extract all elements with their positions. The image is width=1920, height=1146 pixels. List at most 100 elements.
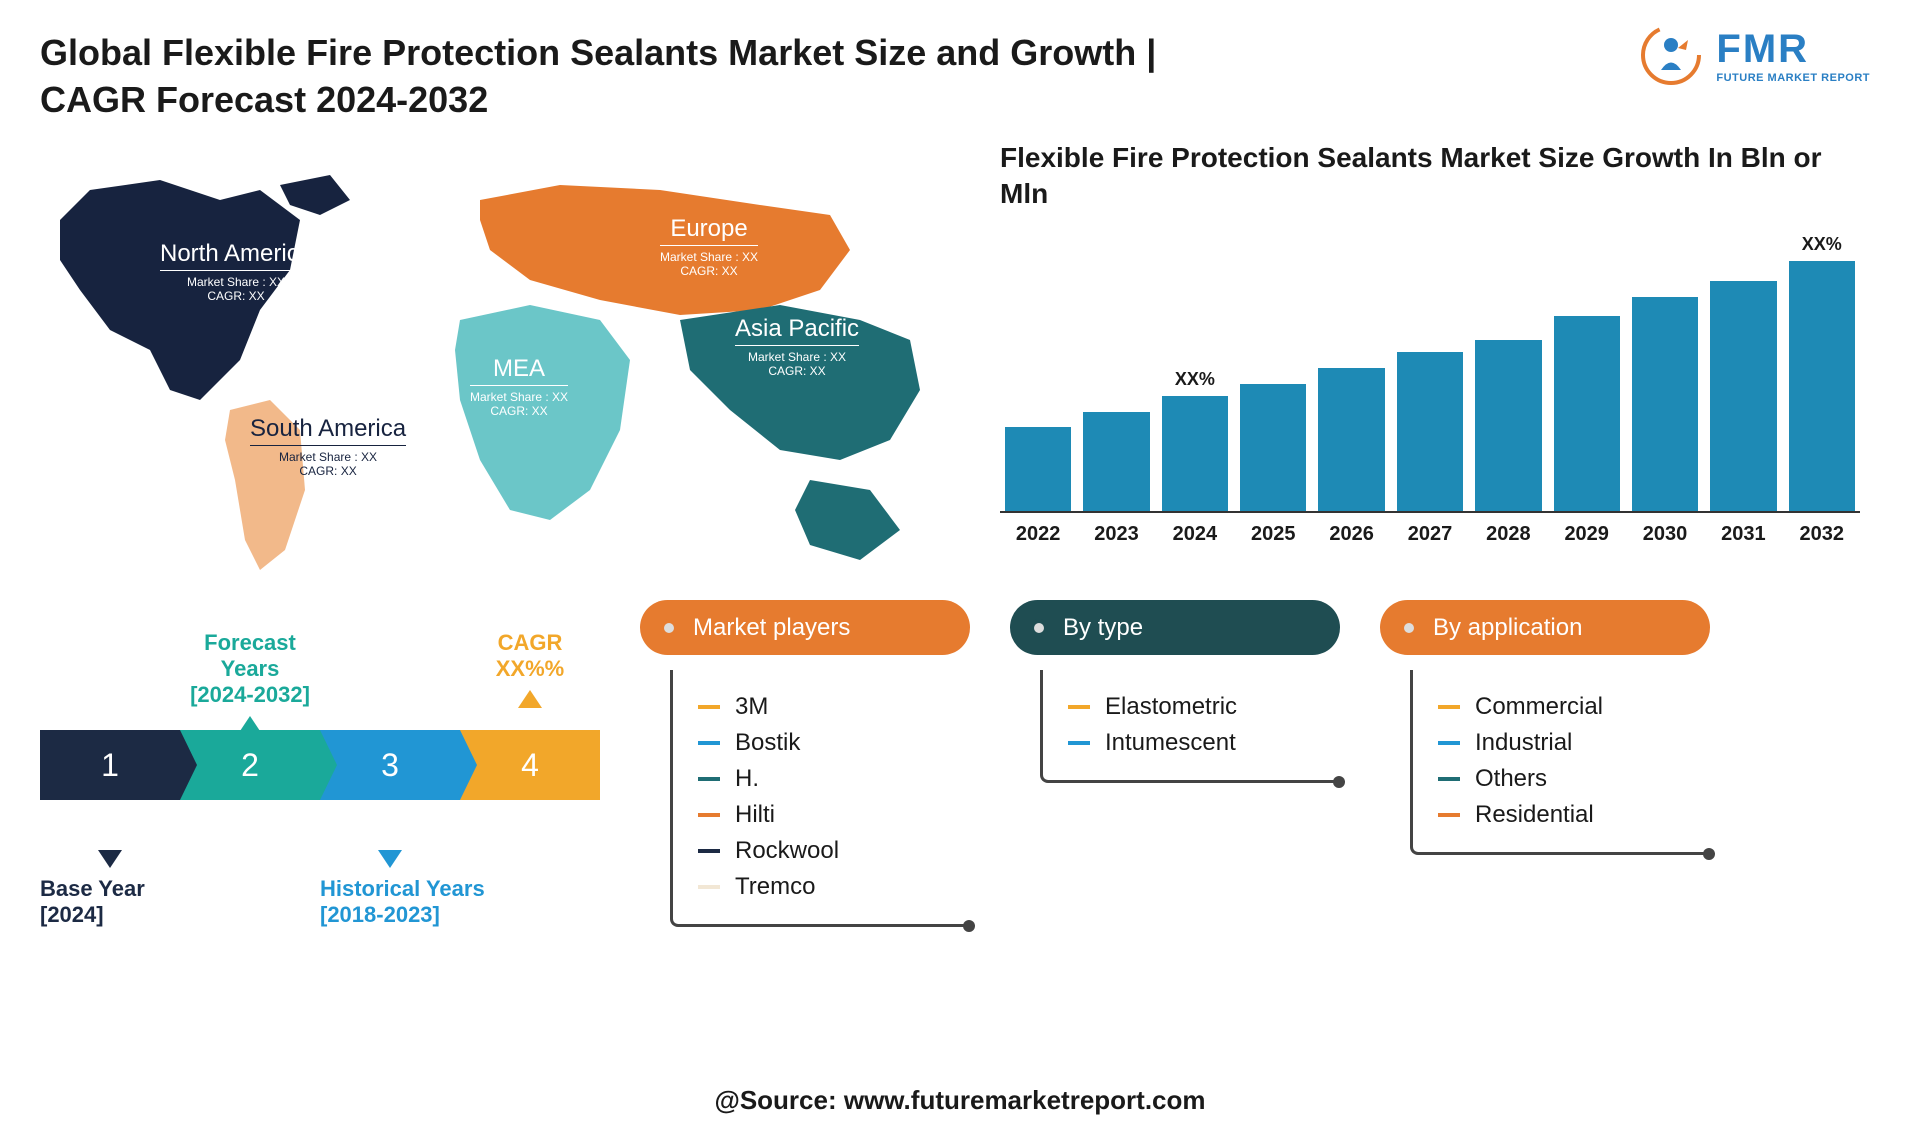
bar	[1475, 340, 1541, 511]
tick-icon	[1438, 813, 1460, 817]
panel-item: Rockwool	[698, 837, 970, 865]
source-attribution: @Source: www.futuremarketreport.com	[714, 1085, 1205, 1116]
bar-column	[1240, 357, 1306, 511]
chart-title: Flexible Fire Protection Sealants Market…	[1000, 140, 1860, 213]
region-name: Europe	[660, 215, 758, 246]
timeline-bottom-label: Base Year[2024]	[40, 850, 145, 928]
tick-icon	[1068, 705, 1090, 709]
bar	[1318, 368, 1384, 511]
bar-top-label: XX%	[1802, 234, 1842, 256]
panel-item-label: Tremco	[735, 873, 815, 901]
bar-year-label: 2030	[1643, 523, 1688, 546]
region-label-north-america: North America Market Share : XXCAGR: XX	[160, 240, 312, 303]
region-name: North America	[160, 240, 312, 271]
region-label-south-america: South AmericaMarket Share : XXCAGR: XX	[250, 415, 406, 478]
panel-item-label: Hilti	[735, 801, 775, 829]
bar-year-label: 2024	[1173, 523, 1218, 546]
bar-column: XX%	[1162, 369, 1228, 511]
logo-text-sub: FUTURE MARKET REPORT	[1716, 72, 1870, 84]
tick-icon	[1438, 741, 1460, 745]
region-cagr: CAGR: XX	[660, 264, 758, 278]
timeline-segment: 1	[40, 730, 180, 800]
panel-item-label: Intumescent	[1105, 729, 1236, 757]
bar	[1710, 281, 1776, 511]
timeline-segment: 3	[320, 730, 460, 800]
panel-item-label: 3M	[735, 693, 768, 721]
region-label-europe: Europe Market Share : XXCAGR: XX	[660, 215, 758, 278]
bar	[1632, 297, 1698, 511]
tick-icon	[1438, 705, 1460, 709]
tick-icon	[698, 849, 720, 853]
panel-item-label: H.	[735, 765, 759, 793]
bar-column	[1710, 254, 1776, 511]
bar-column	[1632, 270, 1698, 511]
region-share: Market Share : XX	[160, 275, 312, 289]
bar-top-label: XX%	[1175, 369, 1215, 391]
panel-header: By application	[1380, 600, 1710, 655]
panel-item: Intumescent	[1068, 729, 1340, 757]
region-cagr: CAGR: XX	[250, 464, 406, 478]
bar-column	[1318, 341, 1384, 511]
region-cagr: CAGR: XX	[735, 364, 859, 378]
region-name: Asia Pacific	[735, 315, 859, 346]
segmentation-panel: By type Elastometric Intumescent	[1010, 600, 1340, 927]
page-title: Global Flexible Fire Protection Sealants…	[40, 30, 1240, 124]
panel-header: By type	[1010, 600, 1340, 655]
region-cagr: CAGR: XX	[160, 289, 312, 303]
bar-year-label: 2023	[1094, 523, 1139, 546]
bar-year-label: 2025	[1251, 523, 1296, 546]
timeline-top-label: CAGRXX%%	[460, 630, 600, 708]
tick-icon	[698, 741, 720, 745]
panel-item-label: Elastometric	[1105, 693, 1237, 721]
panel-item: Industrial	[1438, 729, 1710, 757]
panel-item-label: Rockwool	[735, 837, 839, 865]
panel-item: 3M	[698, 693, 970, 721]
region-share: Market Share : XX	[660, 250, 758, 264]
tick-icon	[1068, 741, 1090, 745]
bar-year-label: 2022	[1016, 523, 1061, 546]
panel-header: Market players	[640, 600, 970, 655]
panel-item: H.	[698, 765, 970, 793]
timeline-top-labels: Forecast Years[2024-2032]CAGRXX%%	[40, 630, 600, 730]
bar	[1083, 412, 1149, 511]
region-share: Market Share : XX	[735, 350, 859, 364]
region-name: MEA	[470, 355, 568, 386]
tick-icon	[698, 705, 720, 709]
bar	[1005, 427, 1071, 510]
panel-item: Others	[1438, 765, 1710, 793]
tick-icon	[698, 777, 720, 781]
bar-column: XX%	[1789, 234, 1855, 511]
bar-year-label: 2031	[1721, 523, 1766, 546]
bar-year-label: 2029	[1564, 523, 1609, 546]
timeline-bar: 1234	[40, 730, 600, 800]
bar	[1554, 316, 1620, 510]
growth-bar-chart: Flexible Fire Protection Sealants Market…	[1000, 140, 1860, 546]
region-label-mea: MEAMarket Share : XXCAGR: XX	[470, 355, 568, 418]
chart-x-axis: 2022202320242025202620272028202920302031…	[1000, 513, 1860, 546]
bar	[1240, 384, 1306, 511]
timeline-top-label: Forecast Years[2024-2032]	[180, 630, 320, 734]
panel-item-label: Commercial	[1475, 693, 1603, 721]
logo: FMR FUTURE MARKET REPORT	[1636, 20, 1870, 90]
panel-dot-icon	[660, 619, 678, 637]
chart-bars-container: XX% XX%	[1000, 233, 1860, 513]
world-map: North AmericaMarket Share : XXCAGR: XX S…	[40, 160, 940, 580]
region-cagr: CAGR: XX	[470, 404, 568, 418]
panel-item-label: Residential	[1475, 801, 1594, 829]
bar	[1789, 261, 1855, 511]
panel-body: 3M Bostik H. Hilti Rockwool Tremco	[670, 670, 970, 927]
panel-body: Commercial Industrial Others Residential	[1410, 670, 1710, 855]
segmentation-panels: Market players 3M Bostik H. Hilti Rockwool Tre…	[640, 600, 1710, 927]
panel-item: Commercial	[1438, 693, 1710, 721]
tick-icon	[1438, 777, 1460, 781]
tick-icon	[698, 813, 720, 817]
bar-column	[1397, 325, 1463, 511]
bar-year-label: 2032	[1800, 523, 1845, 546]
timeline-segment: 4	[460, 730, 600, 800]
panel-item: Residential	[1438, 801, 1710, 829]
logo-text-main: FMR	[1716, 27, 1870, 72]
globe-person-icon	[1636, 20, 1706, 90]
panel-title: By application	[1433, 614, 1582, 642]
panel-item-label: Bostik	[735, 729, 800, 757]
region-share: Market Share : XX	[250, 450, 406, 464]
